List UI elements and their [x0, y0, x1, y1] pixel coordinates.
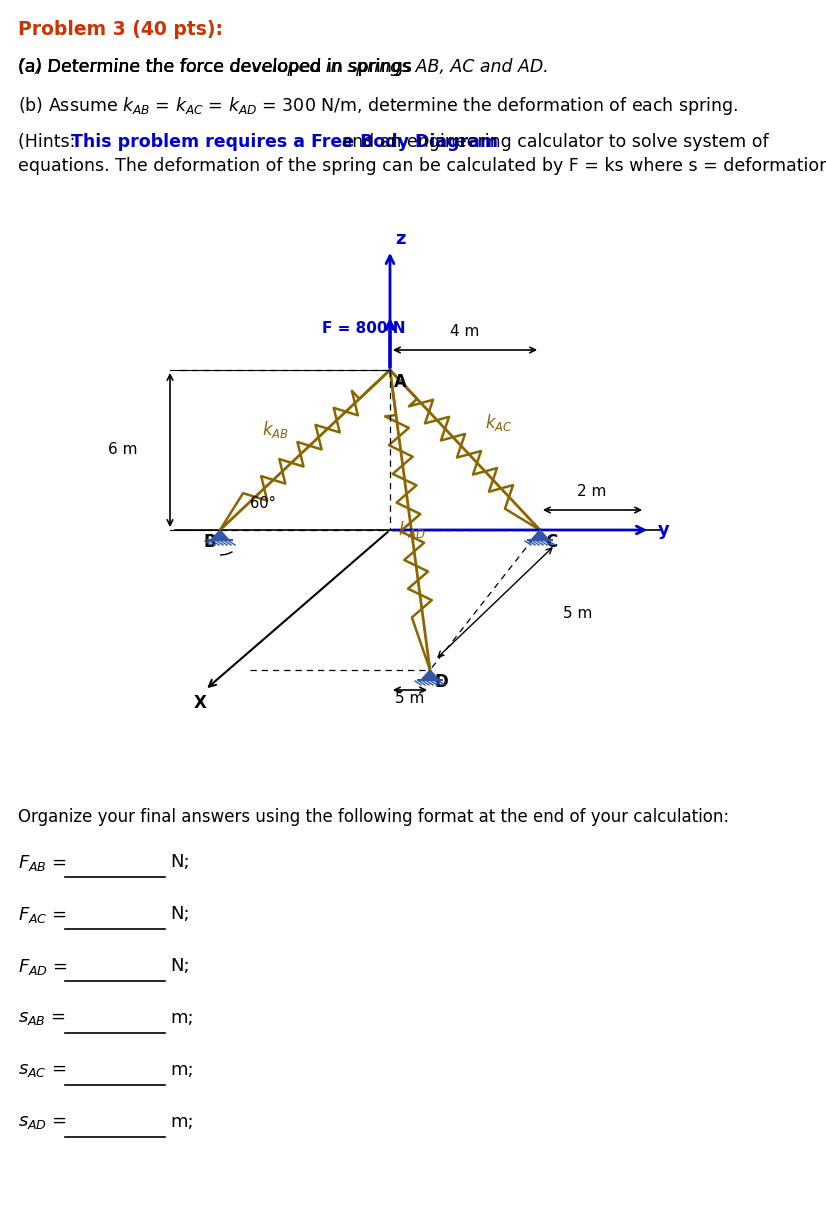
Text: z: z: [395, 230, 406, 248]
Text: 2 m: 2 m: [577, 484, 606, 499]
Text: $s_{AC}$ =: $s_{AC}$ =: [18, 1062, 68, 1078]
Text: (b) Assume $k_{AB}$ = $k_{AC}$ = $k_{AD}$ = 300 N/m, determine the deformation o: (b) Assume $k_{AB}$ = $k_{AC}$ = $k_{AD}…: [18, 96, 738, 117]
Text: 5 m: 5 m: [396, 692, 425, 706]
Text: 6 m: 6 m: [108, 442, 138, 457]
Polygon shape: [421, 670, 439, 679]
Text: (a) Determine the force developed in springs: (a) Determine the force developed in spr…: [18, 58, 417, 76]
Text: X: X: [193, 694, 206, 712]
Text: $s_{AD}$ =: $s_{AD}$ =: [18, 1113, 69, 1130]
Text: y: y: [658, 521, 670, 539]
Text: This problem requires a Free Body Diagram: This problem requires a Free Body Diagra…: [71, 133, 498, 151]
Text: N;: N;: [170, 854, 190, 870]
Polygon shape: [211, 530, 229, 540]
Text: $F_{AD}$ =: $F_{AD}$ =: [18, 958, 70, 977]
Text: Organize your final answers using the following format at the end of your calcul: Organize your final answers using the fo…: [18, 808, 729, 826]
Text: $k_{AD}$: $k_{AD}$: [398, 519, 426, 540]
Text: F = 800 N: F = 800 N: [322, 322, 406, 336]
Text: and an engineering calculator to solve system of: and an engineering calculator to solve s…: [336, 133, 769, 151]
Text: m;: m;: [170, 1010, 193, 1026]
Text: A: A: [394, 374, 407, 391]
Text: $k_{AC}$: $k_{AC}$: [485, 412, 513, 433]
Text: $s_{AB}$ =: $s_{AB}$ =: [18, 1010, 68, 1026]
Text: 60°: 60°: [250, 496, 276, 511]
Text: N;: N;: [170, 958, 190, 974]
Text: m;: m;: [170, 1062, 193, 1078]
Text: 4 m: 4 m: [450, 324, 480, 339]
Polygon shape: [531, 530, 549, 540]
Text: Problem 3 (40 pts):: Problem 3 (40 pts):: [18, 21, 223, 39]
Text: $F_{AB}$ =: $F_{AB}$ =: [18, 854, 69, 873]
Text: (Hints:: (Hints:: [18, 133, 81, 151]
Text: (a) Determine the force developed in springs AB, AC and AD.: (a) Determine the force developed in spr…: [18, 58, 548, 76]
Text: m;: m;: [170, 1113, 193, 1130]
Text: D: D: [435, 673, 449, 692]
Text: N;: N;: [170, 906, 190, 922]
Text: (a) Determine the force developed in springs: (a) Determine the force developed in spr…: [18, 58, 417, 76]
Text: 5 m: 5 m: [563, 606, 593, 621]
Text: $F_{AC}$ =: $F_{AC}$ =: [18, 906, 69, 925]
Text: equations. The deformation of the spring can be calculated by F = ks where s = d: equations. The deformation of the spring…: [18, 157, 826, 175]
Text: B: B: [203, 533, 216, 551]
Text: $k_{AB}$: $k_{AB}$: [262, 420, 289, 440]
Text: C: C: [545, 533, 558, 551]
